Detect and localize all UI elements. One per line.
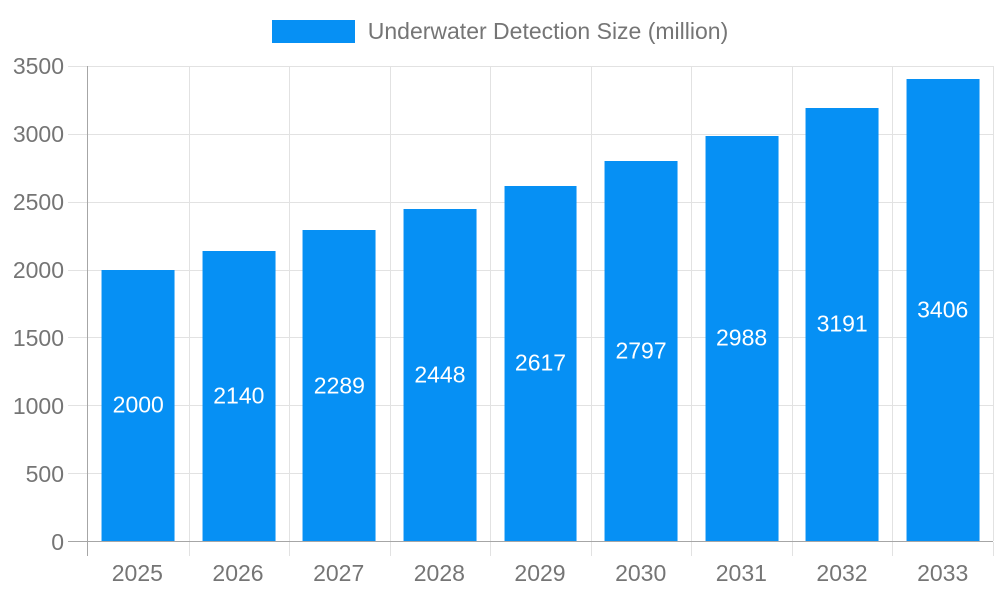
bar-2032: 3191 [805,107,879,541]
y-axis-tick-label: 2500 [12,189,64,215]
y-axis-tick-label: 0 [51,529,64,555]
y-axis-origin-tick [87,542,88,556]
bar-value-label: 3191 [816,310,868,337]
bar-value-label: 2000 [112,391,164,418]
x-axis-tick [892,542,894,556]
gridline-vertical [389,66,391,541]
x-axis-tick [791,542,793,556]
y-axis-tick-label: 500 [25,461,64,487]
legend: Underwater Detection Size (million) [0,19,1000,44]
x-axis-tick [691,542,693,556]
gridline-vertical [691,66,693,541]
bar-value-label: 2289 [313,372,365,399]
gridline-vertical [993,66,994,541]
gridline-horizontal [88,133,993,135]
bar-2027: 2289 [302,230,376,541]
y-axis-tick [68,473,87,475]
y-axis-tick-label: 3000 [12,121,64,147]
y-axis-tick [68,66,87,67]
plot-area: 2000 2140 2289 2448 2617 2797 2988 3191 3406 [68,66,994,556]
x-axis-tick-label: 2032 [816,560,868,586]
x-axis-tick-label: 2025 [111,560,163,586]
x-axis-tick [490,542,492,556]
x-axis-tick-label: 2031 [715,560,767,586]
y-axis-tick [68,133,87,135]
x-axis-tick-label: 2033 [917,560,969,586]
x-axis-tick-label: 2029 [514,560,566,586]
y-axis-tick [68,405,87,407]
bar-2025: 2000 [101,269,175,541]
x-axis-tick [188,542,190,556]
y-axis-tick [68,337,87,339]
gridline-vertical [289,66,291,541]
bar-value-label: 2617 [514,349,567,376]
bar-value-label: 2448 [414,361,466,388]
y-axis-tick-label: 1000 [12,393,64,419]
gridline-vertical [892,66,894,541]
y-axis-tick-label: 1500 [12,325,64,351]
x-axis-tick-label: 2030 [615,560,667,586]
bar-value-label: 2988 [716,324,768,351]
bar-2030: 2797 [604,161,678,541]
x-axis-tick [389,542,391,556]
y-axis-tick-label: 2000 [12,257,64,283]
x-axis-tick-label: 2028 [413,560,465,586]
bar-value-label: 2140 [213,382,265,409]
bar-2033: 3406 [906,78,980,541]
bar-2028: 2448 [403,208,477,541]
y-axis-labels: 0 500 1000 1500 2000 2500 3000 3500 [0,53,64,555]
y-axis-tick [68,269,87,271]
legend-swatch [271,20,355,43]
legend-item[interactable]: Underwater Detection Size (million) [271,18,729,44]
x-axis-labels: 2025 2026 2027 2028 2029 2030 2031 2032 2033 [87,560,993,590]
x-axis-tick [590,542,592,556]
gridline-vertical [188,66,190,541]
y-axis-tick [68,201,87,203]
bar-2029: 2617 [504,185,577,541]
x-axis-tick [289,542,291,556]
gridline-vertical [490,66,492,541]
bar-value-label: 3406 [917,296,969,323]
x-axis-tick [993,542,994,556]
legend-label: Underwater Detection Size (million) [367,18,729,44]
y-axis-tick-label: 3500 [12,53,64,79]
x-axis-tick-label: 2027 [313,560,365,586]
x-axis-tick-label: 2026 [212,560,264,586]
gridline-vertical [590,66,592,541]
bar-2031: 2988 [705,135,779,541]
bar-value-label: 2797 [615,337,667,364]
gridline-vertical [791,66,793,541]
x-axis-origin-tick [68,541,87,542]
gridline-horizontal [88,66,993,67]
bar-2026: 2140 [202,250,276,541]
